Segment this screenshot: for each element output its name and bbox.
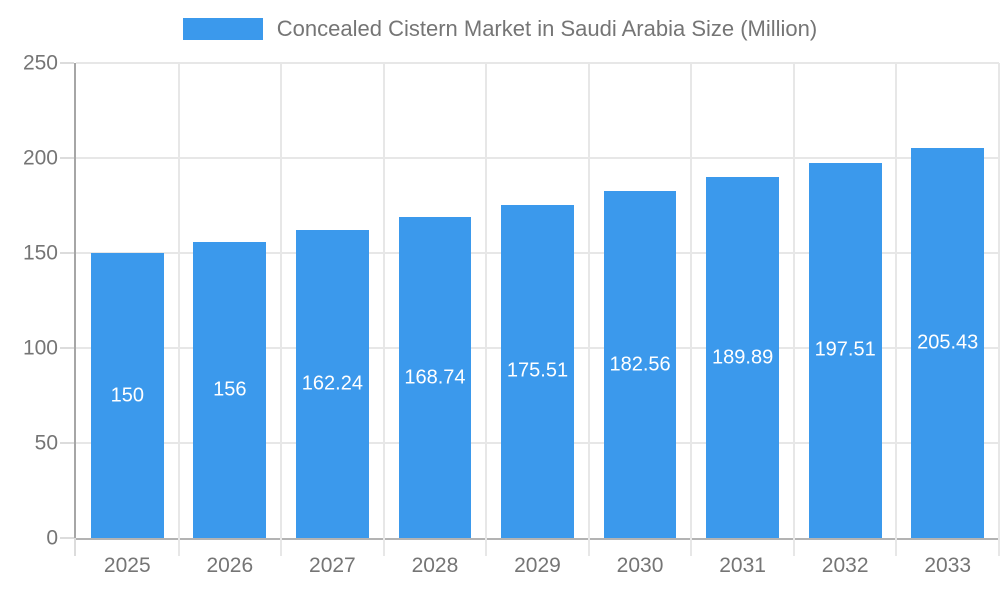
y-gridline	[76, 62, 999, 64]
bar-value-label: 175.51	[506, 359, 569, 382]
x-gridline	[792, 63, 795, 556]
bar-value-label: 162.24	[301, 372, 363, 395]
bar[interactable]: 197.51	[808, 162, 882, 538]
bar[interactable]: 150	[90, 253, 164, 538]
x-gridline	[895, 63, 898, 556]
x-gridline	[690, 63, 693, 556]
y-axis-tick	[60, 442, 74, 444]
x-gridline	[998, 63, 1000, 556]
y-axis-label: 100	[22, 336, 58, 360]
bar-value-label: 197.51	[814, 338, 876, 361]
x-axis-label: 2028	[411, 554, 459, 577]
y-axis-tick	[60, 62, 74, 64]
x-gridline	[280, 63, 283, 556]
legend: Concealed Cistern Market in Saudi Arabia…	[0, 16, 1000, 42]
x-gridline	[485, 63, 488, 556]
x-axis-label: 2033	[924, 554, 972, 577]
bar[interactable]: 175.51	[501, 204, 574, 538]
x-axis-label: 2030	[616, 554, 664, 577]
y-axis-tick	[60, 537, 74, 539]
y-gridline	[76, 157, 999, 159]
x-gridline	[587, 63, 590, 556]
y-axis-tick	[60, 252, 74, 254]
y-axis-tick	[60, 157, 74, 159]
x-axis-label: 2027	[309, 554, 356, 577]
y-axis-label: 200	[22, 146, 58, 170]
bar[interactable]: 168.74	[398, 217, 472, 538]
x-gridline	[177, 63, 180, 556]
bar-value-label: 189.89	[712, 346, 774, 369]
x-gridline	[382, 63, 385, 556]
y-axis-label: 50	[34, 431, 58, 455]
x-axis-label: 2025	[103, 554, 151, 577]
x-axis-label: 2032	[821, 554, 869, 577]
y-axis-label: 0	[46, 526, 58, 550]
bar-value-label: 205.43	[917, 331, 979, 354]
bar[interactable]: 156	[193, 241, 267, 538]
bar-value-label: 150	[110, 384, 144, 406]
plot-area: 0 50 100 150 200 250 150 2025 156 2026 162.24 2027 1…	[23, 53, 1000, 577]
bar[interactable]: 205.43	[911, 147, 985, 538]
bar-value-label: 168.74	[404, 366, 466, 389]
bar[interactable]: 182.56	[603, 191, 677, 538]
y-axis-label: 150	[22, 241, 58, 265]
x-axis-label: 2029	[514, 554, 561, 577]
y-axis-tick	[60, 347, 74, 349]
legend-swatch	[182, 18, 263, 40]
bar-value-label: 156	[213, 378, 247, 401]
bar[interactable]: 189.89	[706, 177, 780, 538]
x-axis-label: 2031	[719, 554, 766, 577]
chart-title: Concealed Cistern Market in Saudi Arabia…	[276, 16, 818, 41]
bar-value-label: 182.56	[609, 353, 671, 376]
x-axis-label: 2026	[206, 554, 254, 577]
y-axis-label: 250	[22, 51, 58, 75]
bar[interactable]: 162.24	[295, 229, 369, 538]
y-axis-bottom-tick	[74, 538, 76, 556]
